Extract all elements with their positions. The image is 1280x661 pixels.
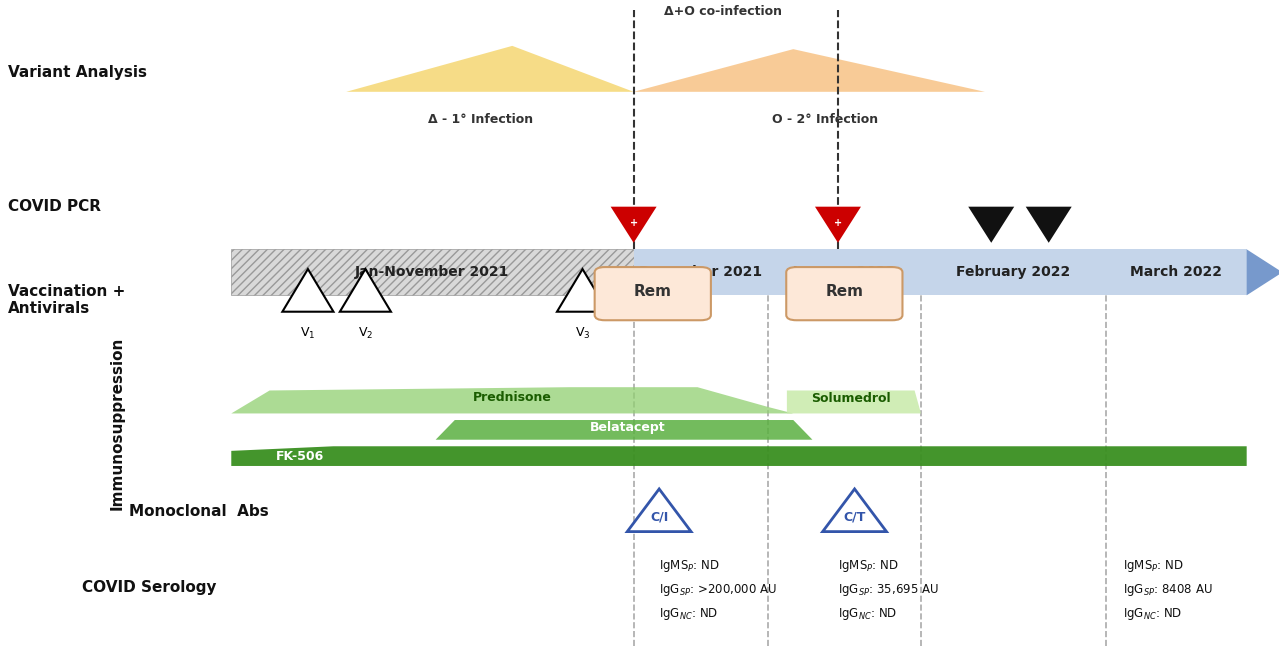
Polygon shape xyxy=(232,446,1247,466)
Text: FK-506: FK-506 xyxy=(276,449,324,463)
Polygon shape xyxy=(968,207,1014,243)
Text: O - 2° Infection: O - 2° Infection xyxy=(772,114,878,126)
Text: V$_2$: V$_2$ xyxy=(357,326,372,341)
Text: Vaccination +
Antivirals: Vaccination + Antivirals xyxy=(8,284,125,316)
Text: Rem: Rem xyxy=(634,284,672,299)
Bar xyxy=(634,249,768,295)
Text: December 2021: December 2021 xyxy=(639,265,762,280)
Text: IgG$_{SP}$: 8408 AU: IgG$_{SP}$: 8408 AU xyxy=(1123,582,1212,598)
Text: Monoclonal  Abs: Monoclonal Abs xyxy=(129,504,269,520)
Text: IgMS$_P$: ND: IgMS$_P$: ND xyxy=(1123,558,1183,574)
Text: V$_1$: V$_1$ xyxy=(301,326,316,341)
Text: Jan-November 2021: Jan-November 2021 xyxy=(356,265,509,280)
Polygon shape xyxy=(787,391,922,413)
Text: March 2022: March 2022 xyxy=(1130,265,1222,280)
Polygon shape xyxy=(346,46,634,92)
Text: Solumedrol: Solumedrol xyxy=(812,392,891,405)
Polygon shape xyxy=(1247,249,1280,295)
Text: January 2022: January 2022 xyxy=(792,265,896,280)
Text: IgG$_{NC}$: ND: IgG$_{NC}$: ND xyxy=(659,606,718,623)
Bar xyxy=(232,249,634,295)
Text: COVID PCR: COVID PCR xyxy=(8,199,101,214)
Text: IgMS$_P$: ND: IgMS$_P$: ND xyxy=(659,558,719,574)
Polygon shape xyxy=(627,489,691,531)
Text: IgMS$_P$: ND: IgMS$_P$: ND xyxy=(838,558,899,574)
Polygon shape xyxy=(815,207,861,243)
Text: C/T: C/T xyxy=(844,511,865,524)
Text: Rem: Rem xyxy=(826,284,863,299)
Text: IgG$_{NC}$: ND: IgG$_{NC}$: ND xyxy=(1123,606,1181,623)
Text: Δ - 1° Infection: Δ - 1° Infection xyxy=(428,114,532,126)
Polygon shape xyxy=(1025,207,1071,243)
Polygon shape xyxy=(283,269,334,312)
Polygon shape xyxy=(340,269,390,312)
Text: IgG$_{SP}$: >200,000 AU: IgG$_{SP}$: >200,000 AU xyxy=(659,582,777,598)
Polygon shape xyxy=(611,207,657,243)
FancyBboxPatch shape xyxy=(786,267,902,320)
Bar xyxy=(922,249,1106,295)
Text: Variant Analysis: Variant Analysis xyxy=(8,65,147,79)
Text: IgG$_{SP}$: 35,695 AU: IgG$_{SP}$: 35,695 AU xyxy=(838,582,938,598)
Bar xyxy=(1106,249,1247,295)
Text: +: + xyxy=(630,218,637,228)
Text: V$_3$: V$_3$ xyxy=(575,326,590,341)
Text: February 2022: February 2022 xyxy=(956,265,1070,280)
Polygon shape xyxy=(435,420,813,440)
Text: IgG$_{NC}$: ND: IgG$_{NC}$: ND xyxy=(838,606,897,623)
Text: Δ+O co-infection: Δ+O co-infection xyxy=(664,5,782,18)
Bar xyxy=(768,249,922,295)
Polygon shape xyxy=(557,269,608,312)
Polygon shape xyxy=(634,49,984,92)
Text: Belatacept: Belatacept xyxy=(589,422,666,434)
Text: C/I: C/I xyxy=(650,511,668,524)
Text: COVID Serology: COVID Serology xyxy=(82,580,216,595)
Text: Immunosuppression: Immunosuppression xyxy=(110,336,125,510)
Polygon shape xyxy=(232,387,794,413)
Polygon shape xyxy=(823,489,887,531)
Text: Prednisone: Prednisone xyxy=(472,391,552,404)
FancyBboxPatch shape xyxy=(595,267,710,320)
Text: +: + xyxy=(833,218,842,228)
